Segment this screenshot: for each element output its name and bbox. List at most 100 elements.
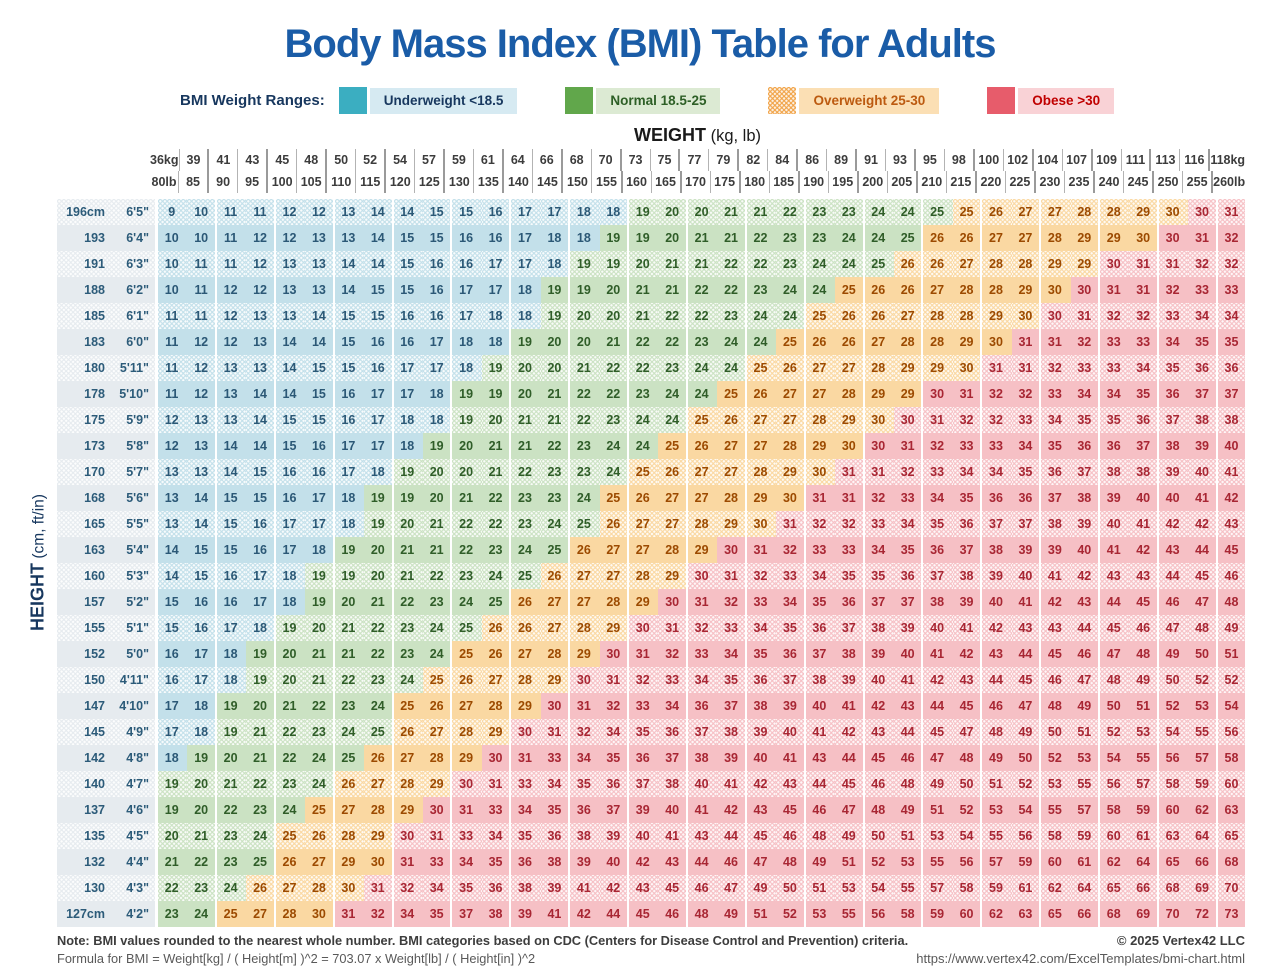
bmi-cell: 31 (1011, 355, 1042, 381)
weight-kg-header: 50 (327, 149, 357, 171)
bmi-cell: 22 (776, 199, 806, 225)
bmi-cell: 45 (1100, 615, 1129, 641)
bmi-cell: 37 (982, 511, 1011, 537)
bmi-cell: 18 (216, 641, 247, 667)
bmi-cell: 32 (1158, 277, 1189, 303)
bmi-cell: 41 (1188, 485, 1218, 511)
bmi-cell: 28 (422, 745, 453, 771)
bmi-cell: 38 (540, 849, 571, 875)
bmi-cell: 28 (393, 771, 423, 797)
bmi-cell: 32 (1041, 355, 1070, 381)
bmi-cell: 23 (805, 199, 835, 225)
bmi-cell: 15 (158, 615, 187, 641)
bmi-cell: 36 (982, 485, 1012, 511)
bmi-cell: 42 (923, 667, 952, 693)
bmi-cell: 23 (805, 225, 836, 251)
height-label-ftin: 4'7" (107, 771, 155, 797)
bmi-cell: 27 (599, 563, 629, 589)
bmi-cell: 26 (982, 199, 1011, 225)
bmi-cell: 23 (776, 251, 806, 277)
bmi-cell: 28 (923, 303, 952, 329)
bmi-cell: 20 (305, 615, 335, 641)
weight-kg-header: 39 (180, 149, 210, 171)
bmi-cell: 29 (893, 381, 924, 407)
bmi-cell: 28 (1070, 199, 1100, 225)
bmi-cell: 37 (952, 537, 983, 563)
bmi-row-150: 150 4'11" 16 17 18 19 20 21 22 23 24 25 26 27 28 29 30 31… (57, 667, 1246, 693)
bmi-cell: 52 (1158, 693, 1189, 719)
bmi-cell: 32 (952, 407, 983, 433)
height-label-cm: 168 (57, 485, 107, 511)
bmi-cell: 26 (687, 433, 718, 459)
bmi-cell: 15 (246, 485, 276, 511)
bmi-cell: 29 (1041, 251, 1070, 277)
bmi-cell: 38 (982, 537, 1012, 563)
bmi-cell: 58 (1158, 771, 1188, 797)
bmi-cell: 53 (1070, 745, 1100, 771)
bmi-cell: 52 (1217, 667, 1246, 693)
bmi-cell: 28 (893, 329, 924, 355)
bmi-cell: 37 (452, 901, 482, 927)
bmi-cell: 23 (334, 693, 365, 719)
bmi-table: 36kg 39 41 43 45 48 50 52 54 57 59 61 64 66 68 70 73 75 77… (57, 149, 1246, 927)
bmi-cell: 60 (1158, 797, 1189, 823)
bmi-cell: 32 (1188, 251, 1218, 277)
bmi-cell: 22 (187, 849, 217, 875)
weight-kg-header: 73 (622, 149, 651, 171)
bmi-cell: 22 (629, 329, 659, 355)
bmi-cell: 13 (334, 225, 365, 251)
label-gap (155, 199, 158, 225)
bmi-cell: 59 (1129, 797, 1159, 823)
label-gap (155, 355, 158, 381)
weight-kg-header: 116 (1180, 149, 1211, 171)
bmi-cell: 13 (187, 407, 217, 433)
bmi-cell: 60 (1041, 849, 1071, 875)
height-label-ftin: 4'2" (107, 901, 155, 927)
bmi-cell: 31 (393, 849, 423, 875)
bmi-cell: 55 (1041, 797, 1071, 823)
bmi-cell: 18 (570, 199, 599, 225)
bmi-cell: 37 (1011, 511, 1042, 537)
bmi-cell: 61 (1129, 823, 1159, 849)
bmi-cell: 60 (1217, 771, 1246, 797)
bmi-cell: 16 (452, 225, 482, 251)
bmi-cell: 46 (1158, 589, 1189, 615)
bmi-cell: 43 (658, 849, 688, 875)
bmi-cell: 38 (864, 615, 894, 641)
bmi-cell: 15 (393, 251, 423, 277)
weight-kg-header: 111 (1122, 149, 1152, 171)
bmi-cell: 28 (835, 381, 865, 407)
bmi-cell: 61 (1011, 875, 1042, 901)
bmi-cell: 10 (158, 225, 188, 251)
weight-lb-header: 120 (386, 171, 416, 193)
bmi-cell: 26 (658, 459, 688, 485)
bmi-cell: 13 (305, 251, 335, 277)
height-label-cm: 140 (57, 771, 107, 797)
bmi-cell: 20 (481, 407, 512, 433)
bmi-cell: 24 (570, 485, 600, 511)
bmi-cell: 69 (1188, 875, 1218, 901)
bmi-cell: 47 (1011, 693, 1042, 719)
bmi-cell: 29 (1129, 199, 1159, 225)
bmi-cell: 28 (1011, 251, 1042, 277)
bmi-cell: 28 (805, 407, 835, 433)
bmi-cell: 22 (364, 641, 394, 667)
bmi-cell: 16 (187, 589, 217, 615)
bmi-cell: 19 (629, 225, 659, 251)
bmi-cell: 23 (187, 875, 217, 901)
bmi-cell: 27 (481, 667, 512, 693)
bmi-cell: 46 (687, 875, 717, 901)
bmi-cell: 17 (511, 225, 541, 251)
bmi-cell: 20 (246, 693, 276, 719)
footer-url-link[interactable]: https://www.vertex42.com/ExcelTemplates/… (916, 951, 1245, 966)
bmi-cell: 27 (570, 563, 599, 589)
bmi-cell: 40 (746, 745, 777, 771)
bmi-cell: 30 (1011, 303, 1042, 329)
bmi-cell: 11 (187, 303, 217, 329)
bmi-cell: 39 (511, 901, 541, 927)
bmi-cell: 39 (1011, 537, 1042, 563)
bmi-cell: 15 (275, 407, 305, 433)
bmi-cell: 43 (1217, 511, 1246, 537)
bmi-cell: 24 (746, 329, 777, 355)
bmi-cell: 45 (629, 901, 659, 927)
